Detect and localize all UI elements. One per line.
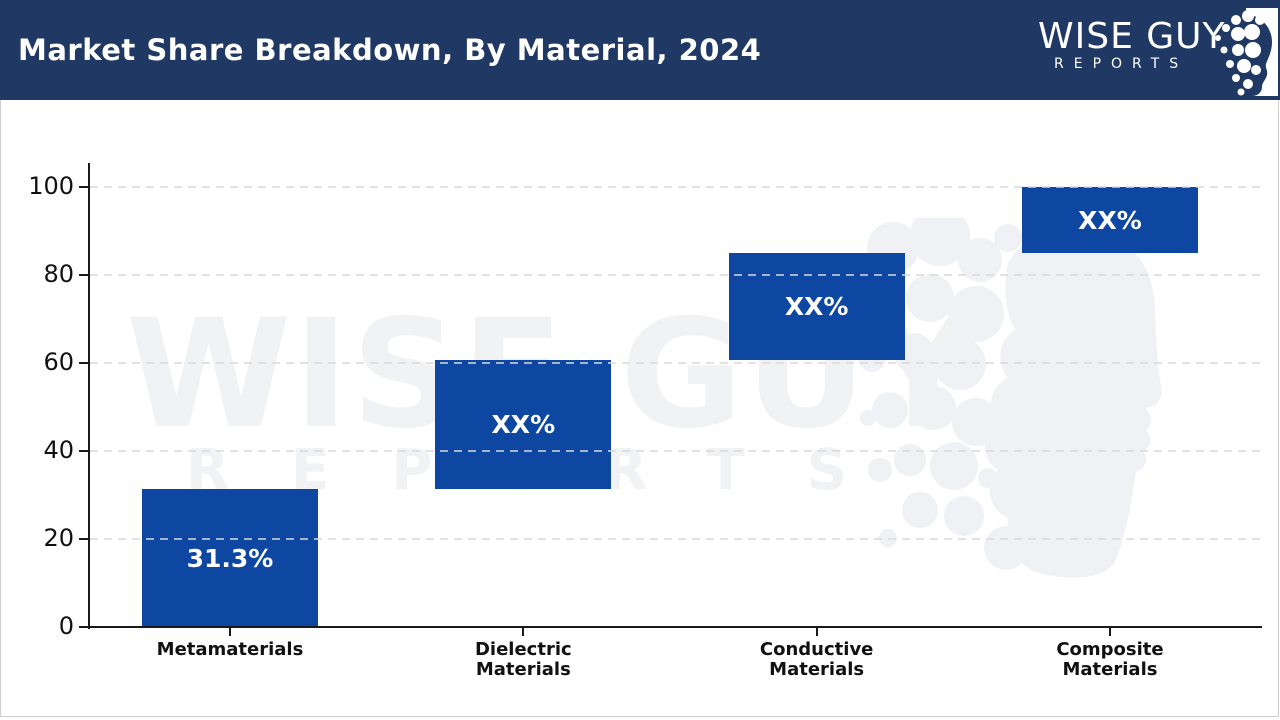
gridline-20 <box>90 538 1262 540</box>
y-tick-label-60: 60 <box>43 348 74 376</box>
brand-logo-subtext: REPORTS <box>1054 56 1189 72</box>
brand-logo-text: WISE GUY <box>1038 16 1226 57</box>
y-tick-label-100: 100 <box>28 172 74 200</box>
category-label-1: Metamaterials <box>156 639 304 660</box>
category-label-3: Conductive Materials <box>759 639 874 680</box>
x-tick-4 <box>1108 628 1111 636</box>
bar-2: XX% <box>435 359 612 490</box>
bar-value-label: XX% <box>1078 205 1142 235</box>
x-tick-1 <box>229 628 231 636</box>
y-axis-line <box>88 163 90 629</box>
y-tick-label-0: 0 <box>58 612 74 640</box>
header-bar: Market Share Breakdown, By Material, 202… <box>0 0 1280 100</box>
gridline-100 <box>90 186 1262 188</box>
category-label-4: Composite Materials <box>1056 639 1164 680</box>
y-tick-40 <box>79 450 88 452</box>
y-tick-20 <box>79 538 88 540</box>
y-tick-label-40: 40 <box>43 436 74 464</box>
gridline-60 <box>90 362 1262 364</box>
x-tick-2 <box>522 628 525 636</box>
bar-value-label: XX% <box>784 291 849 321</box>
x-tick-3 <box>815 628 818 636</box>
bar-value-label: 31.3% <box>186 543 274 573</box>
watermark-face-icon <box>858 218 1162 578</box>
y-tick-80 <box>79 274 88 276</box>
brand-face-icon <box>1215 8 1278 96</box>
bar-1: 31.3% <box>142 489 318 627</box>
bar-value-label: XX% <box>491 410 556 440</box>
y-tick-label-20: 20 <box>43 524 74 552</box>
x-axis-line <box>88 626 1262 628</box>
category-label-2: Dielectric Materials <box>474 639 572 680</box>
gridline-80 <box>90 274 1262 276</box>
brand-logo: WISE GUY REPORTS <box>1038 8 1278 96</box>
y-tick-60 <box>79 362 88 364</box>
bar-3: XX% <box>728 253 905 360</box>
y-tick-0 <box>79 626 88 628</box>
bar-4: XX% <box>1021 187 1198 253</box>
page-title: Market Share Breakdown, By Material, 202… <box>18 33 762 67</box>
y-tick-label-80: 80 <box>43 260 74 288</box>
y-tick-100 <box>79 186 88 188</box>
gridline-40 <box>90 450 1262 452</box>
